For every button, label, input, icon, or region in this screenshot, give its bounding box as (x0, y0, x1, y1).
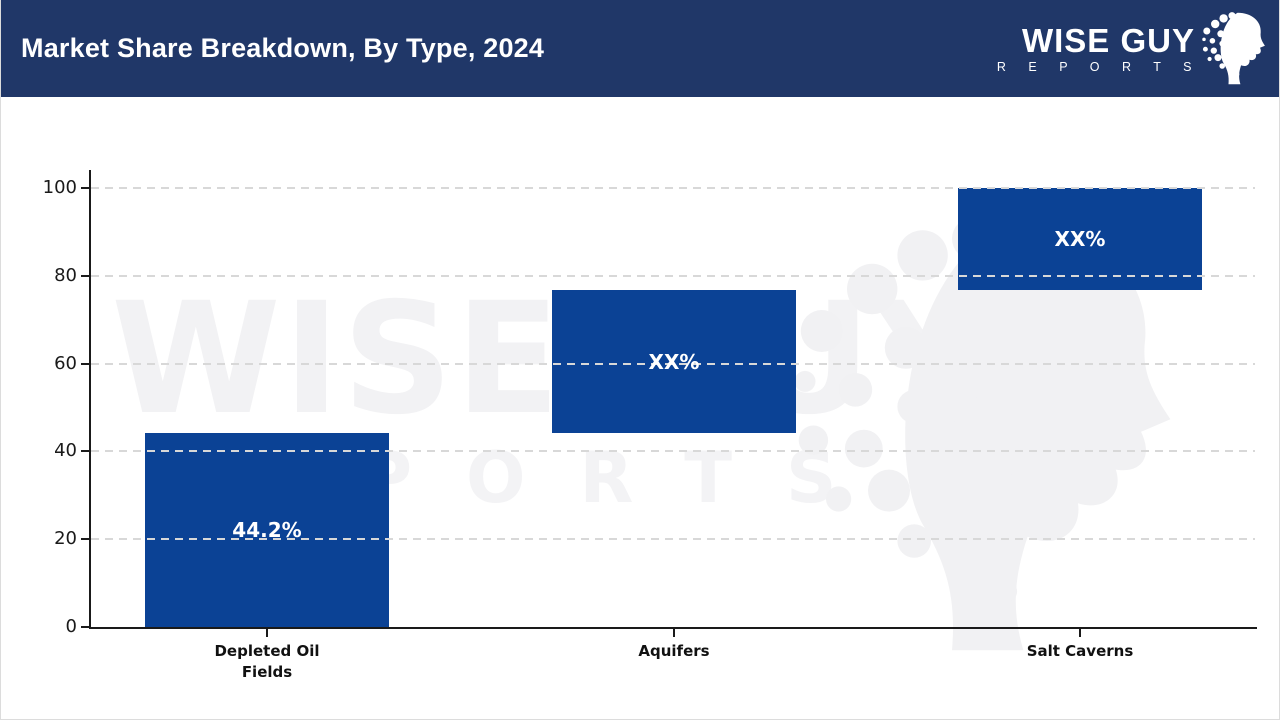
x-category-label: Depleted Oil Fields (214, 642, 320, 681)
bar-value-label: 44.2% (232, 518, 302, 542)
y-tick-label: 100 (42, 177, 77, 198)
bar-depleted-oil-fields (145, 433, 389, 627)
gridline (91, 363, 1255, 365)
bar-salt-caverns (958, 188, 1202, 290)
x-tick-mark (1079, 629, 1081, 637)
watermark-wordmark: WISE GUY (111, 270, 987, 449)
y-tick-label: 80 (54, 265, 77, 286)
y-tick-label: 0 (65, 616, 77, 637)
brand-logo: WISE GUY R E P O R T S (997, 10, 1267, 87)
bar-aquifers (552, 290, 796, 433)
y-tick-mark (81, 363, 89, 365)
dotted-head-profile-icon (1197, 10, 1267, 87)
x-category-label: Salt Caverns (1026, 642, 1134, 660)
x-tick-mark (266, 629, 268, 637)
brand-subname: R E P O R T S (996, 59, 1201, 74)
y-tick-mark (81, 187, 89, 189)
gridline (91, 187, 1255, 189)
bar-value-label: XX% (648, 349, 700, 374)
gridline (91, 275, 1255, 277)
y-tick-label: 40 (54, 440, 77, 461)
x-axis-line (89, 627, 1257, 629)
x-category-label: Aquifers (638, 642, 710, 660)
header-band: Market Share Breakdown, By Type, 2024 WI… (1, 0, 1279, 97)
x-tick-mark (673, 629, 675, 637)
gridline (91, 538, 1255, 540)
brand-name: WISE GUY (1021, 21, 1195, 59)
bar-value-label: XX% (1054, 227, 1106, 251)
y-tick-mark (81, 538, 89, 540)
y-tick-mark (81, 450, 89, 452)
y-tick-mark (81, 275, 89, 277)
y-tick-mark (81, 626, 89, 628)
plot-area: 0 20 40 60 80 100 44.2% Depleted Oil Fields XX% A… (43, 170, 1257, 681)
brand-wordmark: WISE GUY R E P O R T S (997, 24, 1195, 74)
y-tick-label: 20 (54, 528, 77, 549)
y-tick-label: 60 (54, 353, 77, 374)
gridline (91, 450, 1255, 452)
page-title: Market Share Breakdown, By Type, 2024 (21, 33, 545, 63)
